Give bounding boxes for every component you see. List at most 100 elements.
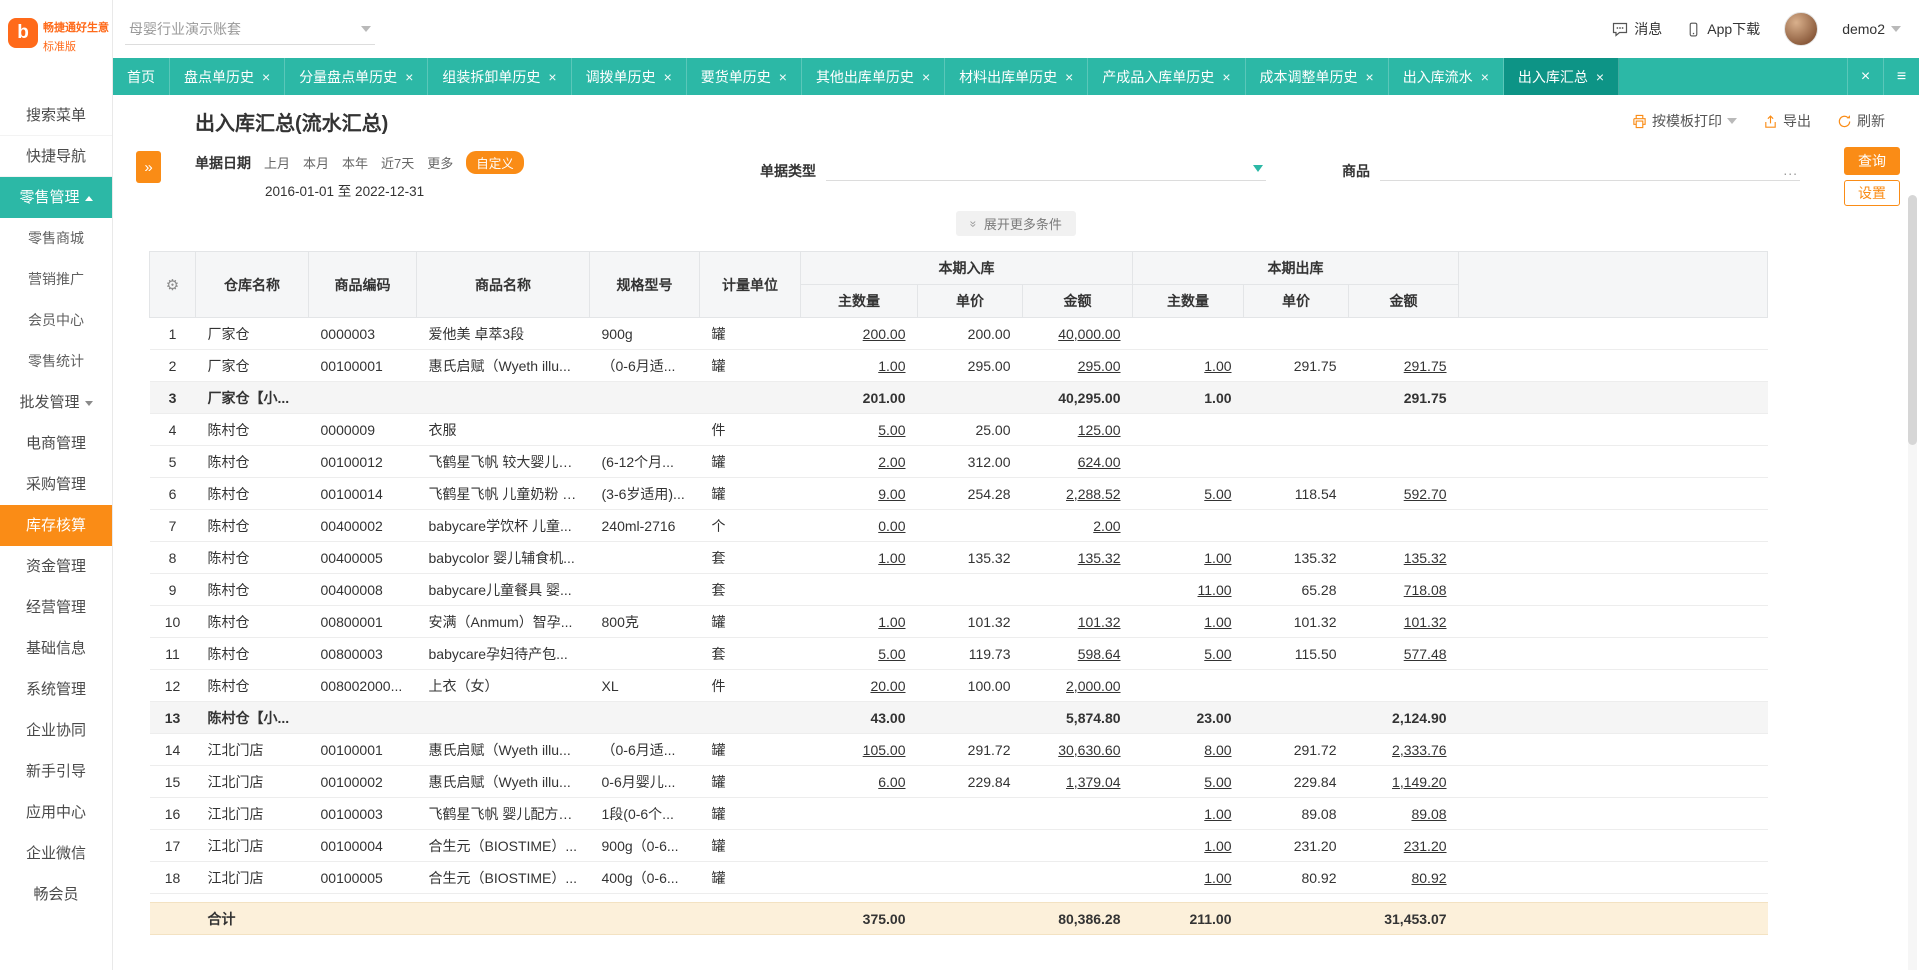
table-row[interactable]: 17 江北门店 00100004 合生元（BIOSTIME）... 900g（0-6..… (149, 829, 1768, 862)
out-amount-link[interactable]: 1,149.20 (1392, 773, 1447, 790)
out-qty-link[interactable]: 5.00 (1204, 773, 1232, 790)
in-amount-link[interactable]: 101.32 (1077, 613, 1121, 630)
out-qty-link[interactable]: 1.00 (1204, 805, 1232, 822)
tab-close-icon[interactable]: × (1065, 68, 1074, 85)
sidebar-item-畅会员[interactable]: 畅会员 (33, 886, 79, 903)
in-amount-link[interactable]: 40,000.00 (1058, 325, 1121, 342)
scrollbar-thumb[interactable] (1908, 195, 1917, 445)
out-amount-link[interactable]: 577.48 (1403, 645, 1447, 662)
messages-button[interactable]: 消息 (1612, 19, 1662, 39)
sidebar-item-新手引导[interactable]: 新手引导 (25, 763, 86, 780)
more-options-icon[interactable]: ... (1783, 162, 1798, 178)
sidebar-item-搜索菜单[interactable]: 搜索菜单 (0, 95, 112, 136)
refresh-button[interactable]: 刷新 (1837, 111, 1885, 131)
query-button[interactable]: 查询 (1844, 147, 1900, 175)
tab-盘点单历史[interactable]: 盘点单历史 × (170, 58, 286, 95)
tab-list-menu-icon[interactable]: ≡ (1883, 58, 1919, 95)
tab-其他出库单历史[interactable]: 其他出库单历史 × (802, 58, 946, 95)
date-preset-本年[interactable]: 本年 (342, 156, 369, 171)
avatar[interactable] (1784, 12, 1819, 46)
table-row[interactable]: 7 陈村仓 00400002 babycare学饮杯 儿童... 240ml-2716 个… (149, 509, 1768, 542)
in-qty-link[interactable]: 0.00 (878, 517, 906, 534)
in-amount-link[interactable]: 135.32 (1077, 549, 1121, 566)
tab-产成品入库单历史[interactable]: 产成品入库单历史 × (1088, 58, 1246, 95)
tab-成本调整单历史[interactable]: 成本调整单历史 × (1246, 58, 1389, 95)
out-qty-link[interactable]: 5.00 (1204, 485, 1232, 502)
close-all-tabs-icon[interactable]: × (1847, 58, 1883, 95)
sidebar-item-零售管理[interactable]: 零售管理 (0, 177, 112, 218)
subtotal-row[interactable]: 13 陈村仓【小... 43.00 5,874.80 23.00 2,124.90 (149, 701, 1768, 734)
out-qty-link[interactable]: 5.00 (1204, 645, 1232, 662)
out-amount-link[interactable]: 101.32 (1403, 613, 1447, 630)
tab-close-icon[interactable]: × (663, 68, 672, 85)
app-download-button[interactable]: App下载 (1686, 19, 1760, 39)
tab-close-icon[interactable]: × (921, 68, 931, 85)
out-qty-link[interactable]: 1.00 (1204, 837, 1232, 854)
sidebar-item-企业协同[interactable]: 企业协同 (25, 722, 86, 739)
table-row[interactable]: 10 陈村仓 00800001 安满（Anmum）智孕... 800克罐 1.00 101.… (149, 605, 1768, 638)
export-button[interactable]: 导出 (1763, 111, 1811, 131)
table-row[interactable]: 16 江北门店 00100003 飞鹤星飞帆 婴儿配方奶... 1段(0-6个... 罐 1… (149, 797, 1768, 830)
table-row[interactable]: 14 江北门店 00100001 惠氏启赋（Wyeth illu... （0-6月适..… (149, 733, 1768, 766)
sidebar-item-企业微信[interactable]: 企业微信 (25, 845, 86, 862)
tab-材料出库单历史[interactable]: 材料出库单历史 × (945, 58, 1089, 95)
in-amount-link[interactable]: 2,288.52 (1066, 485, 1121, 502)
out-amount-link[interactable]: 89.08 (1411, 805, 1447, 822)
product-input[interactable]: ... (1380, 157, 1800, 181)
table-row[interactable]: 6 陈村仓 00100014 飞鹤星飞帆 儿童奶粉 4... (3-6岁适用)... 罐 9… (149, 477, 1768, 510)
sidebar-item-零售商城[interactable]: 零售商城 (28, 230, 84, 246)
out-amount-link[interactable]: 718.08 (1403, 581, 1447, 598)
tab-close-icon[interactable]: × (1595, 68, 1605, 85)
out-qty-link[interactable]: 1.00 (1204, 613, 1232, 630)
table-row[interactable]: 9 陈村仓 00400008 babycare儿童餐具 婴... 套 11.00 65.28… (149, 573, 1768, 606)
sidebar-item-零售统计[interactable]: 零售统计 (28, 353, 84, 369)
tab-close-icon[interactable]: × (405, 68, 414, 85)
tab-close-icon[interactable]: × (262, 68, 271, 85)
sidebar-item-采购管理[interactable]: 采购管理 (25, 476, 86, 493)
in-qty-link[interactable]: 9.00 (878, 485, 906, 502)
tab-close-icon[interactable]: × (1365, 68, 1374, 85)
table-row[interactable]: 12 陈村仓 008002000... 上衣（女） XL 件 20.00 100.00 2,00… (149, 669, 1768, 702)
out-qty-link[interactable]: 1.00 (1204, 357, 1232, 374)
in-qty-link[interactable]: 1.00 (878, 357, 906, 374)
sidebar-item-快捷导航[interactable]: 快捷导航 (0, 136, 112, 177)
in-amount-link[interactable]: 2,000.00 (1066, 677, 1121, 694)
table-row[interactable]: 5 陈村仓 00100012 飞鹤星飞帆 较大婴儿配... (6-12个月... 罐 2.0… (149, 445, 1768, 478)
settings-button[interactable]: 设置 (1844, 180, 1900, 206)
doc-type-select[interactable] (826, 157, 1266, 181)
tab-调拨单历史[interactable]: 调拨单历史 × (572, 58, 687, 95)
in-amount-link[interactable]: 30,630.60 (1058, 741, 1121, 758)
out-amount-link[interactable]: 291.75 (1403, 357, 1447, 374)
tab-出入库汇总[interactable]: 出入库汇总 × (1503, 58, 1620, 95)
tab-分量盘点单历史[interactable]: 分量盘点单历史 × (285, 58, 429, 95)
page-scrollbar[interactable] (1908, 195, 1917, 970)
sidebar-item-应用中心[interactable]: 应用中心 (25, 804, 86, 821)
collapse-filter-button[interactable]: » (136, 151, 161, 183)
print-by-template-button[interactable]: 按模板打印 (1632, 111, 1737, 131)
in-qty-link[interactable]: 1.00 (878, 549, 906, 566)
sidebar-item-会员中心[interactable]: 会员中心 (28, 312, 84, 328)
tab-组装拆卸单历史[interactable]: 组装拆卸单历史 × (428, 58, 572, 95)
account-selector[interactable]: 母婴行业演示账套 (125, 14, 375, 45)
in-qty-link[interactable]: 20.00 (870, 677, 906, 694)
out-amount-link[interactable]: 2,333.76 (1392, 741, 1447, 758)
sidebar-item-经营管理[interactable]: 经营管理 (25, 599, 86, 616)
table-row[interactable]: 4 陈村仓 0000009 衣服 件 5.00 25.00 125.00 (149, 413, 1768, 446)
sidebar-item-基础信息[interactable]: 基础信息 (25, 640, 86, 657)
out-amount-link[interactable]: 592.70 (1403, 485, 1447, 502)
custom-date-badge[interactable]: 自定义 (466, 151, 524, 174)
in-qty-link[interactable]: 6.00 (878, 773, 906, 790)
in-amount-link[interactable]: 2.00 (1093, 517, 1121, 534)
in-qty-link[interactable]: 200.00 (862, 325, 906, 342)
tab-首页[interactable]: 首页 (113, 58, 170, 95)
in-qty-link[interactable]: 1.00 (878, 613, 906, 630)
table-settings-icon[interactable]: ⚙ (149, 251, 196, 318)
table-row[interactable]: 1 厂家仓 0000003 爱他美 卓萃3段 900g 罐 200.00 200.00 40,0… (149, 317, 1768, 350)
table-row[interactable]: 15 江北门店 00100002 惠氏启赋（Wyeth illu... 0-6月婴儿..… (149, 765, 1768, 798)
sidebar-item-批发管理[interactable]: 批发管理 (0, 382, 112, 423)
out-qty-link[interactable]: 1.00 (1204, 869, 1232, 886)
out-amount-link[interactable]: 80.92 (1411, 869, 1447, 886)
out-qty-link[interactable]: 1.00 (1204, 549, 1232, 566)
table-row[interactable]: 18 江北门店 00100005 合生元（BIOSTIME）... 400g（0-6..… (149, 861, 1768, 894)
subtotal-row[interactable]: 3 厂家仓【小... 201.00 40,295.00 1.00 291.75 (149, 381, 1768, 414)
